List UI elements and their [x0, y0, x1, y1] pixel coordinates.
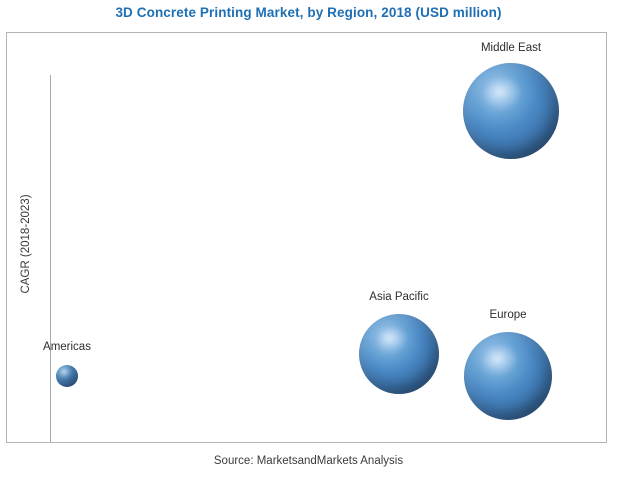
bubble-label-americas: Americas: [43, 341, 91, 353]
bubble-americas[interactable]: [56, 365, 78, 387]
page-title: 3D Concrete Printing Market, by Region, …: [115, 5, 502, 20]
bubble-label-europe: Europe: [489, 309, 527, 321]
source-caption: Source: MarketsandMarkets Analysis: [213, 455, 404, 467]
bubble-label-asia-pacific: Asia Pacific: [369, 291, 429, 303]
bubble-label-middle-east: Middle East: [480, 42, 542, 54]
bubble-europe[interactable]: [464, 332, 552, 420]
y-axis-label: CAGR (2018-2023): [20, 194, 32, 294]
y-axis-line: [50, 75, 51, 442]
plot-area: CAGR (2018-2023) Market Size in 2018 Mid…: [6, 32, 607, 443]
bubble-asia-pacific[interactable]: [359, 314, 439, 394]
bubble-middle-east[interactable]: [463, 63, 559, 159]
